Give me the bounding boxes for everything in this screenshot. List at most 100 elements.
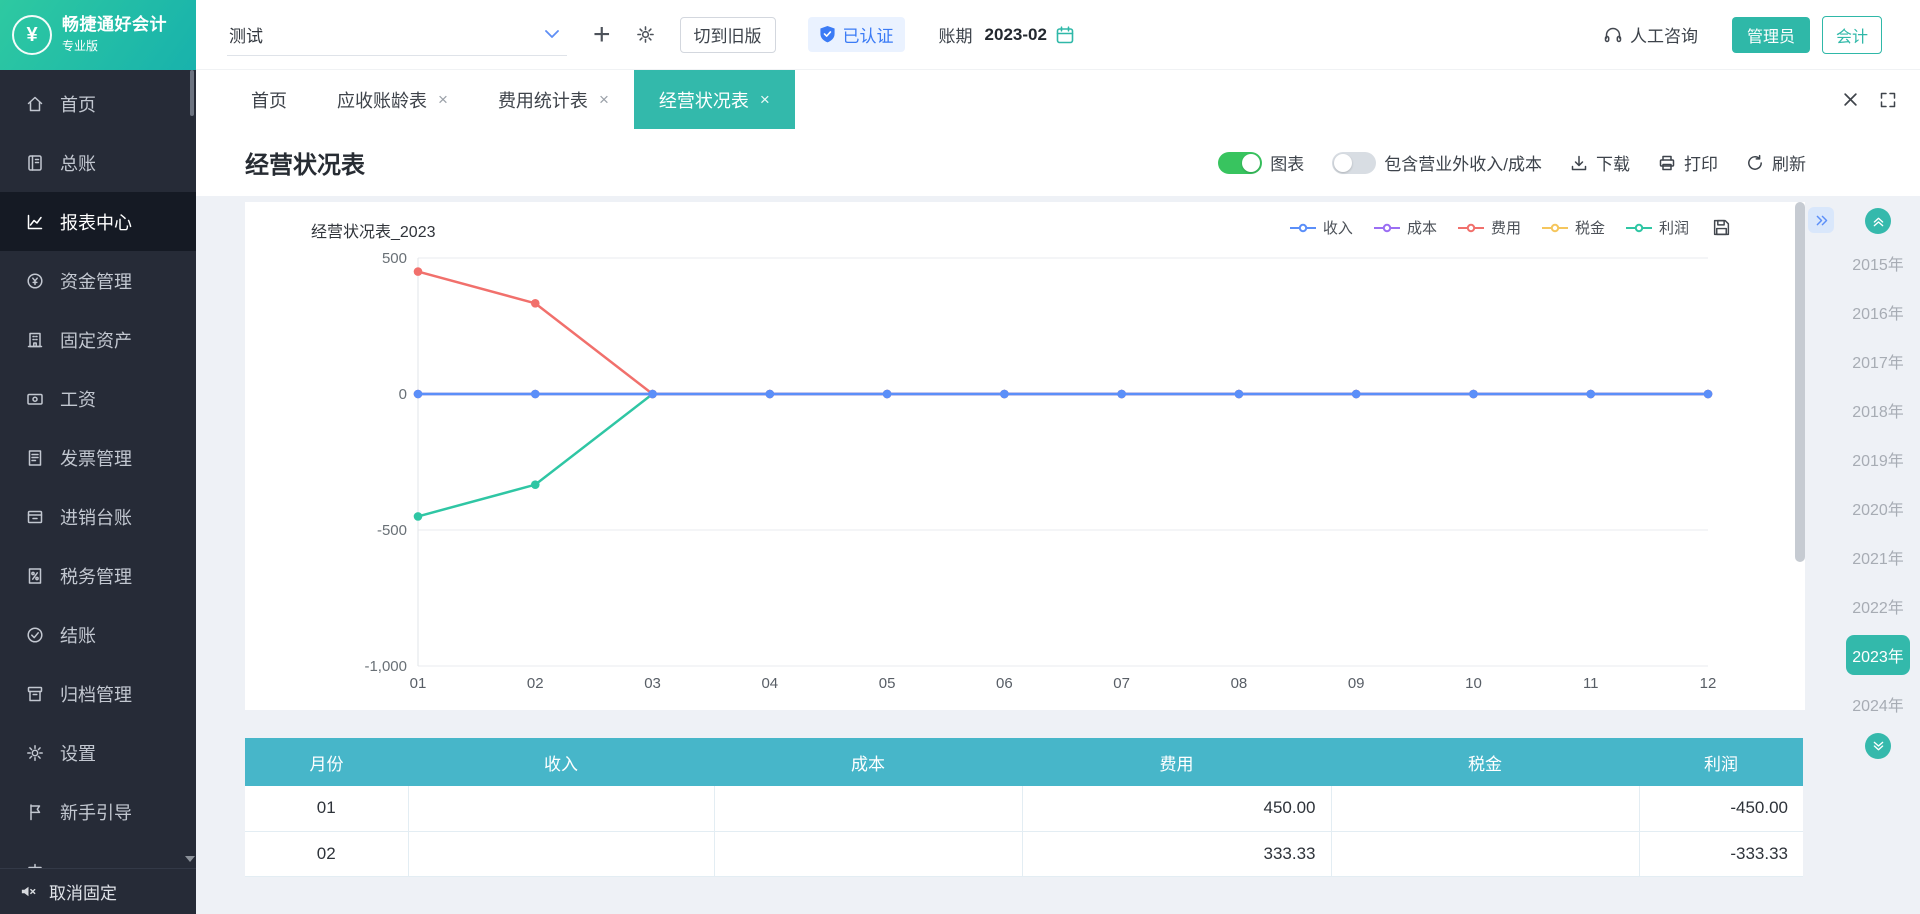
- tab-3[interactable]: 经营状况表 ×: [633, 70, 795, 129]
- year-item-2015年[interactable]: 2015年: [1852, 257, 1904, 274]
- sidebar-item-invoice[interactable]: 发票管理: [0, 428, 196, 487]
- table-cell: 01: [245, 786, 408, 832]
- double-chevron-down-icon: [1873, 741, 1883, 750]
- download-button[interactable]: 下载: [1570, 150, 1630, 175]
- tab-label: 应收账龄表: [337, 90, 427, 111]
- add-account-set-button[interactable]: +: [593, 19, 611, 50]
- print-button[interactable]: 打印: [1658, 150, 1718, 175]
- support-button[interactable]: 人工咨询: [1604, 22, 1698, 47]
- gear-icon: [25, 743, 45, 763]
- year-scroll-up-button[interactable]: [1865, 208, 1891, 234]
- sidebar-item-ledger[interactable]: 总账: [0, 133, 196, 192]
- invoice-icon: [25, 448, 45, 468]
- legend-item-成本[interactable]: 成本: [1373, 217, 1437, 238]
- sidebar-item-home[interactable]: 首页: [0, 74, 196, 133]
- svg-text:11: 11: [1583, 675, 1599, 692]
- chart-toggle-switch[interactable]: [1218, 151, 1263, 174]
- sidebar-menu: 首页 总账 报表中心资金管理固定资产工资 发票管理进销台账税务管理结账归档管理设置新手…: [0, 70, 196, 868]
- svg-text:-1,000: -1,000: [364, 658, 407, 675]
- expand-tab-button[interactable]: [1880, 92, 1896, 108]
- main-scrollbar[interactable]: [1795, 202, 1805, 872]
- year-item-2023年[interactable]: 2023年: [1846, 635, 1910, 675]
- sidebar-item-tax[interactable]: 税务管理: [0, 546, 196, 605]
- accounting-period[interactable]: 账期 2023-02: [939, 22, 1074, 47]
- year-item-2021年[interactable]: 2021年: [1852, 551, 1904, 568]
- collapse-year-panel-button[interactable]: [1808, 207, 1834, 233]
- account-set-select[interactable]: 测试: [227, 13, 567, 56]
- sidebar-item-assets[interactable]: 固定资产: [0, 310, 196, 369]
- role-accountant-button[interactable]: 会计: [1821, 15, 1882, 54]
- role-admin-button[interactable]: 管理员: [1731, 16, 1810, 53]
- include-nonoperating-toggle[interactable]: 包含营业外收入/成本: [1332, 150, 1542, 175]
- guide-icon: [25, 802, 45, 822]
- legend-label: 费用: [1490, 220, 1521, 237]
- tab-close-icon[interactable]: ×: [598, 90, 609, 109]
- tab-close-icon[interactable]: ×: [759, 90, 770, 109]
- scale-icon: [25, 861, 45, 868]
- table-header-cell: 税金: [1331, 738, 1639, 786]
- sidebar-scrollbar-thumb[interactable]: [190, 70, 194, 116]
- report-icon: [25, 212, 45, 232]
- legend-item-收入[interactable]: 收入: [1289, 217, 1353, 238]
- svg-text:08: 08: [1231, 675, 1248, 692]
- tab-close-icon[interactable]: ×: [438, 90, 448, 109]
- sidebar-item-label: 资金管理: [60, 271, 132, 292]
- year-scroll-down-button[interactable]: [1865, 733, 1891, 759]
- sidebar-scroll-down-icon[interactable]: [185, 856, 195, 862]
- unpin-sidebar-button[interactable]: 取消固定: [0, 868, 196, 914]
- closing-icon: [25, 625, 45, 645]
- sidebar-item-label: 结账: [60, 625, 96, 646]
- svg-text:10: 10: [1465, 675, 1482, 692]
- tab-2[interactable]: 费用统计表 ×: [473, 70, 634, 129]
- table-row: 02 333.33 -333.33: [245, 831, 1803, 877]
- chart-card: 500 0 -500 -1,000 01 02 03 04 05 06 07 08 09 10 11 12 经…: [245, 202, 1805, 710]
- sidebar-item-closing[interactable]: 结账: [0, 605, 196, 664]
- support-label: 人工咨询: [1629, 27, 1698, 46]
- sidebar: ¥ 畅捷通好会计 专业版 首页 总账 报表中心资金管理固定资产工资 发票管理进销台账税…: [0, 0, 196, 914]
- tab-home[interactable]: 首页: [226, 70, 312, 129]
- year-item-2020年[interactable]: 2020年: [1852, 502, 1904, 519]
- sidebar-item-partial[interactable]: [0, 841, 196, 868]
- unpin-label: 取消固定: [49, 884, 117, 903]
- sidebar-item-guide[interactable]: 新手引导: [0, 782, 196, 841]
- include-toggle-switch[interactable]: [1332, 151, 1377, 174]
- settings-button[interactable]: [635, 24, 656, 45]
- headset-icon: [1604, 27, 1622, 42]
- sidebar-item-inventory[interactable]: 进销台账: [0, 487, 196, 546]
- year-item-2018年[interactable]: 2018年: [1852, 404, 1904, 421]
- year-item-2019年[interactable]: 2019年: [1852, 453, 1904, 470]
- chart-toggle[interactable]: 图表: [1218, 150, 1304, 175]
- sidebar-item-reports[interactable]: 报表中心: [0, 192, 196, 251]
- page-title: 经营状况表: [245, 152, 365, 179]
- home-icon: [25, 94, 45, 114]
- close-icon: [1844, 93, 1857, 106]
- app-edition: 专业版: [62, 38, 99, 53]
- switch-old-version-button[interactable]: 切到旧版: [679, 16, 776, 53]
- chart-title: 经营状况表_2023: [311, 224, 436, 241]
- table-body: 01 450.00 -450.00 02 333.33 -333.33: [245, 786, 1803, 877]
- sidebar-item-label: 固定资产: [60, 330, 132, 351]
- year-item-2022年[interactable]: 2022年: [1852, 600, 1904, 617]
- tab-1[interactable]: 应收账龄表 ×: [312, 70, 473, 129]
- sidebar-item-label: 设置: [60, 743, 96, 764]
- refresh-icon: [1748, 154, 1762, 170]
- sidebar-item-settings[interactable]: 设置: [0, 723, 196, 782]
- legend-item-费用[interactable]: 费用: [1457, 217, 1521, 238]
- sidebar-item-label: 进销台账: [60, 507, 132, 528]
- main-scrollbar-thumb[interactable]: [1795, 202, 1805, 562]
- sidebar-item-archive[interactable]: 归档管理: [0, 664, 196, 723]
- app-logo: ¥ 畅捷通好会计 专业版: [0, 0, 196, 70]
- legend-label: 利润: [1658, 220, 1689, 237]
- sidebar-item-salary[interactable]: 工资: [0, 369, 196, 428]
- save-chart-button[interactable]: [1712, 218, 1731, 237]
- legend-item-利润[interactable]: 利润: [1625, 217, 1689, 238]
- year-item-2016年[interactable]: 2016年: [1852, 306, 1904, 323]
- table-cell: 333.33: [1021, 831, 1331, 877]
- year-item-2024年[interactable]: 2024年: [1852, 698, 1904, 715]
- refresh-button[interactable]: 刷新: [1746, 150, 1806, 175]
- close-all-tabs-button[interactable]: [1843, 92, 1858, 107]
- legend-item-税金[interactable]: 税金: [1541, 217, 1605, 238]
- year-item-2017年[interactable]: 2017年: [1852, 355, 1904, 372]
- double-chevron-right-icon: [1816, 215, 1827, 225]
- sidebar-item-funds[interactable]: 资金管理: [0, 251, 196, 310]
